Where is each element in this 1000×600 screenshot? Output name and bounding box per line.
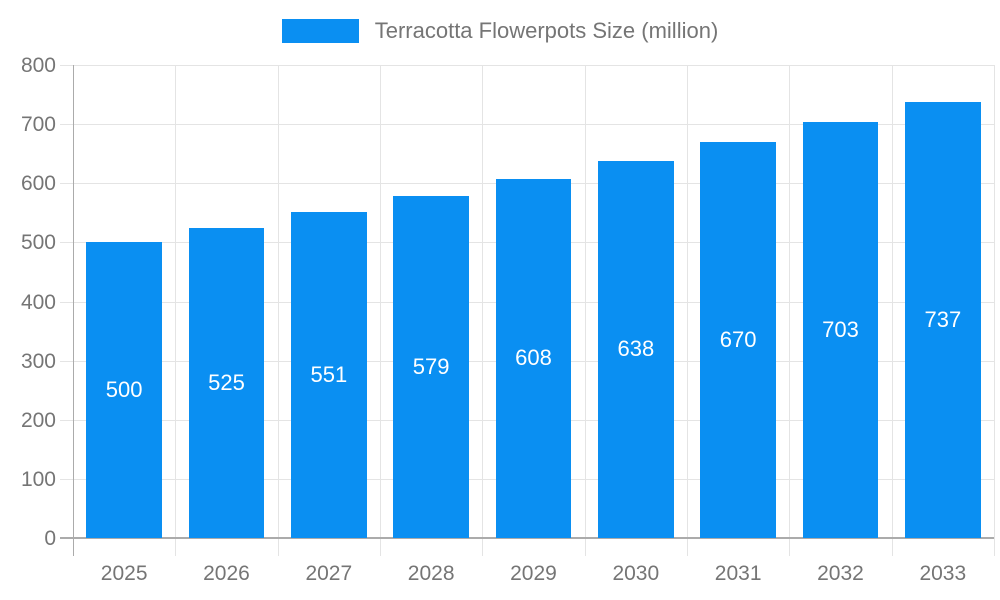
x-tick-label: 2029	[510, 562, 557, 585]
y-tick-label: 300	[20, 349, 56, 373]
x-tick-label: 2030	[612, 562, 660, 585]
legend[interactable]: Terracotta Flowerpots Size (million)	[0, 18, 1000, 44]
x-tick-label: 2025	[100, 562, 148, 585]
gridline	[687, 65, 688, 556]
y-tick-label: 800	[20, 54, 56, 77]
x-tick-label: 2026	[203, 562, 250, 585]
bar-2028[interactable]: 579	[393, 195, 470, 538]
gridline	[891, 65, 893, 556]
gridline	[789, 65, 791, 556]
x-tick-label: 2032	[817, 562, 864, 585]
x-tick-label: 2033	[919, 562, 967, 585]
bar-2029[interactable]: 608	[495, 178, 572, 538]
y-tick-label: 100	[20, 467, 56, 491]
bar-value-label: 579	[412, 353, 450, 379]
x-tick-label: 2028	[407, 562, 455, 585]
bar-value-label: 500	[105, 377, 143, 403]
gridline	[277, 65, 279, 556]
gridline	[60, 124, 994, 126]
bar-value-label: 525	[208, 369, 245, 395]
y-tick-label: 600	[20, 172, 56, 196]
x-tick-label: 2027	[305, 562, 353, 585]
gridline	[994, 65, 995, 556]
gridline	[380, 65, 381, 556]
bar-value-label: 638	[617, 336, 655, 362]
gridline	[482, 65, 484, 556]
y-tick-label: 400	[20, 290, 56, 314]
y-tick-label: 700	[20, 113, 56, 137]
gridline	[60, 65, 994, 66]
bar-2025[interactable]: 500	[86, 242, 163, 538]
x-axis-line	[60, 537, 994, 539]
y-tick-label: 500	[20, 231, 56, 255]
bar-2026[interactable]: 525	[188, 227, 265, 538]
y-axis-line	[73, 65, 74, 556]
bar-2031[interactable]: 670	[700, 141, 777, 538]
bar-value-label: 670	[719, 326, 757, 352]
bar-value-label: 551	[310, 362, 348, 388]
bar-2027[interactable]: 551	[290, 212, 367, 538]
bar-value-label: 737	[924, 307, 962, 333]
legend-swatch	[281, 19, 359, 43]
x-tick-label: 2031	[714, 562, 762, 585]
legend-label: Terracotta Flowerpots Size (million)	[374, 18, 719, 43]
bar-2033[interactable]: 737	[904, 102, 981, 538]
bar-2030[interactable]: 638	[597, 160, 674, 538]
bar-2032[interactable]: 703	[802, 122, 879, 538]
bar-value-label: 703	[822, 317, 859, 343]
gridline	[584, 65, 586, 556]
y-tick-label: 200	[20, 408, 56, 432]
bar-value-label: 608	[515, 345, 552, 371]
gridline	[175, 65, 177, 556]
y-tick-label: 0	[44, 527, 56, 550]
